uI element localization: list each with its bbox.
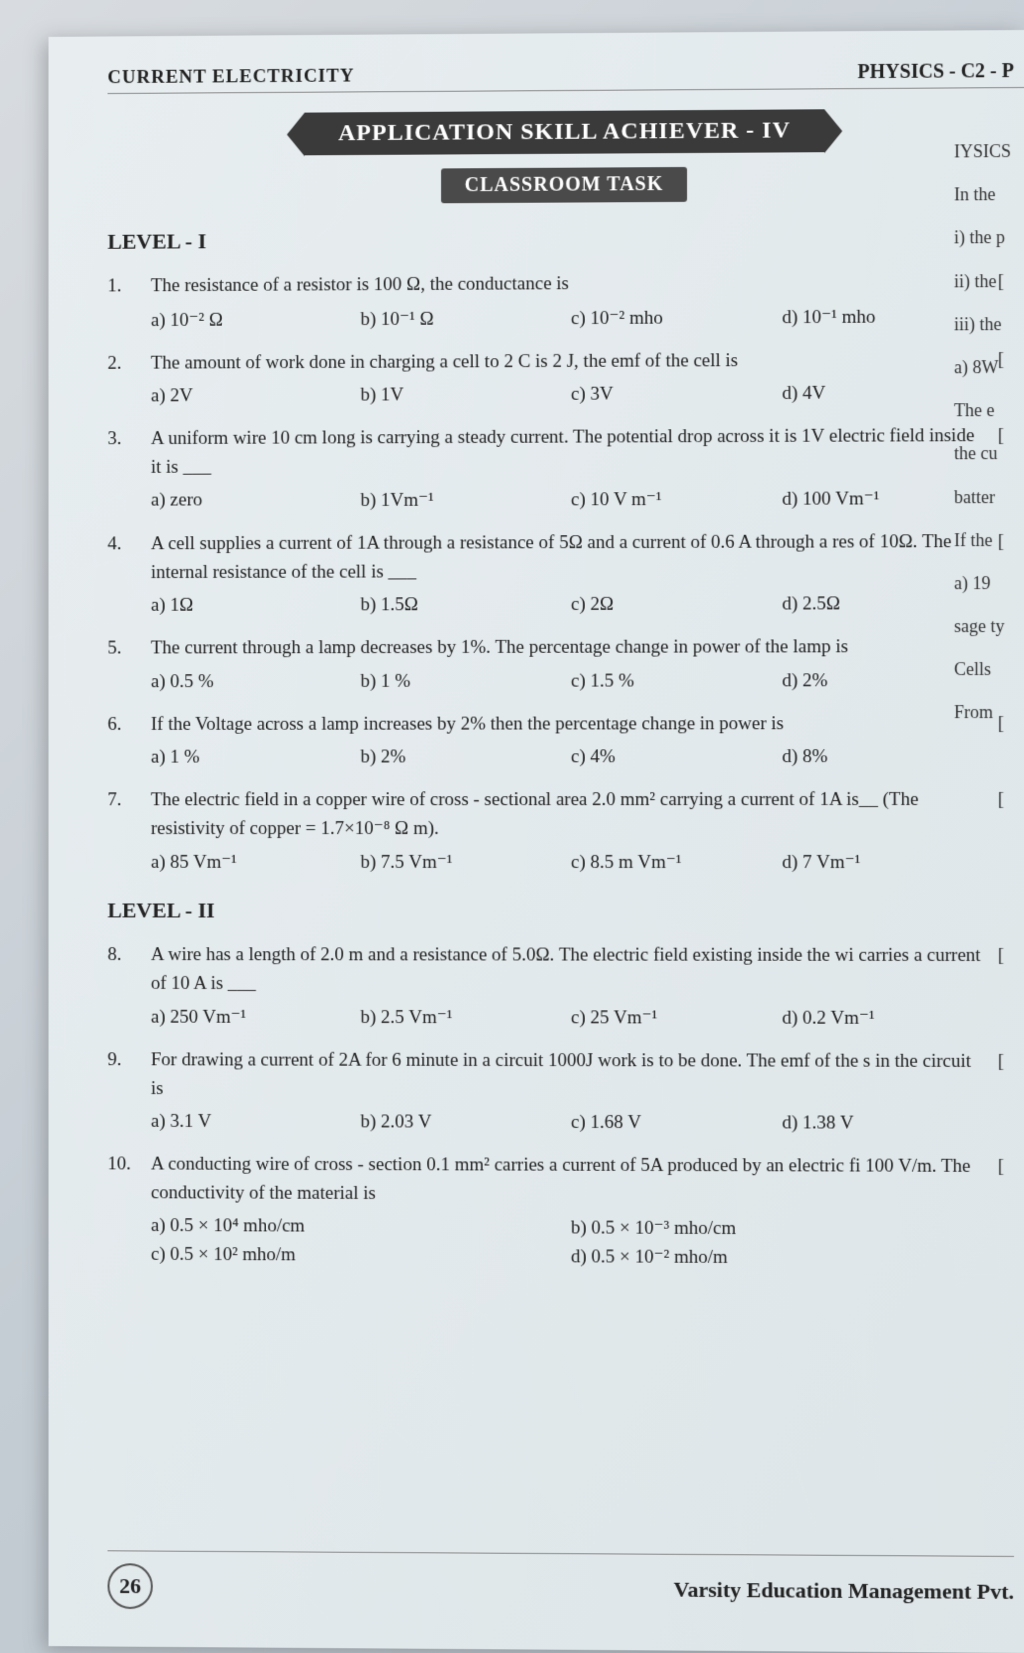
bleed-text: If the (954, 519, 1024, 562)
question: 10. A conducting wire of cross - section… (108, 1151, 1024, 1210)
bleed-text: a) 8W (954, 346, 1024, 389)
options: a) 250 Vm⁻¹ b) 2.5 Vm⁻¹ c) 25 Vm⁻¹ d) 0.… (151, 1006, 1024, 1030)
option-b: b) 2% (360, 746, 570, 768)
question-text: The amount of work done in charging a ce… (151, 346, 984, 378)
option-c: c) 10 V m⁻¹ (571, 488, 782, 512)
page-number: 26 (108, 1563, 153, 1609)
option-c: c) 25 Vm⁻¹ (571, 1006, 782, 1029)
question-number: 8. (108, 941, 151, 998)
bleed-text: IYSICS (954, 130, 1024, 174)
option-a: a) 3.1 V (151, 1111, 361, 1133)
footer: 26 Varsity Education Management Pvt. (108, 1550, 1014, 1615)
bleed-text: The e (954, 389, 1024, 432)
achiever-banner: APPLICATION SKILL ACHIEVER - IV (305, 109, 825, 155)
option-c: c) 1.68 V (571, 1112, 782, 1134)
bleed-text: iii) the (954, 303, 1024, 346)
question-number: 10. (108, 1151, 151, 1208)
options: a) 85 Vm⁻¹ b) 7.5 Vm⁻¹ c) 8.5 m Vm⁻¹ d) … (151, 851, 1024, 874)
question-text: If the Voltage across a lamp increases b… (151, 710, 984, 739)
option-a: a) 0.5 % (151, 670, 361, 692)
bleed-text: sage ty (954, 605, 1024, 648)
option-c: c) 3V (571, 383, 782, 406)
option-b: b) 2.03 V (360, 1111, 570, 1133)
question: 9. For drawing a current of 2A for 6 min… (108, 1046, 1024, 1105)
options: a) 0.5 × 10⁴ mho/cm b) 0.5 × 10⁻³ mho/cm… (151, 1215, 1024, 1276)
banner-row-1: APPLICATION SKILL ACHIEVER - IV (108, 108, 1024, 157)
question-number: 2. (108, 349, 151, 377)
option-a: a) 0.5 × 10⁴ mho/cm (151, 1215, 571, 1245)
question-text: For drawing a current of 2A for 6 minute… (151, 1046, 984, 1104)
option-b: b) 1 % (360, 670, 570, 692)
bleed-text: i) the p (954, 216, 1024, 260)
question-text: The current through a lamp decreases by … (151, 633, 1004, 663)
option-b: b) 1Vm⁻¹ (360, 488, 570, 512)
option-a: a) 1Ω (151, 594, 361, 616)
question: 7. The electric field in a copper wire o… (108, 786, 1024, 843)
question-number: 3. (108, 425, 151, 482)
option-c: c) 4% (571, 746, 782, 768)
option-b: b) 0.5 × 10⁻³ mho/cm (571, 1217, 994, 1247)
option-c: c) 8.5 m Vm⁻¹ (571, 851, 782, 874)
option-a: a) zero (151, 489, 361, 512)
question-number: 4. (108, 530, 151, 587)
question: 3. A uniform wire 10 cm long is carrying… (108, 422, 1024, 482)
option-c: c) 10⁻² mho (571, 306, 782, 330)
bleed-text: the cu (954, 432, 1024, 475)
question: 4. A cell supplies a current of 1A throu… (108, 528, 1024, 587)
level-2-heading: LEVEL - II (108, 898, 1024, 924)
question-text: A cell supplies a current of 1A through … (151, 528, 984, 587)
publisher: Varsity Education Management Pvt. (674, 1577, 1014, 1605)
question: 2. The amount of work done in charging a… (108, 346, 1024, 378)
question-text: The electric field in a copper wire of c… (151, 786, 984, 843)
option-b: b) 7.5 Vm⁻¹ (360, 851, 570, 874)
options: a) 0.5 % b) 1 % c) 1.5 % d) 2% (151, 670, 1024, 693)
option-a: a) 85 Vm⁻¹ (151, 851, 361, 874)
question-text: A conducting wire of cross - section 0.1… (151, 1151, 984, 1210)
options: a) zero b) 1Vm⁻¹ c) 10 V m⁻¹ d) 100 Vm⁻¹ (151, 487, 1024, 513)
banner-row-2: CLASSROOM TASK (108, 165, 1024, 205)
options: a) 3.1 V b) 2.03 V c) 1.68 V d) 1.38 V (151, 1111, 1024, 1135)
option-b: b) 1V (360, 384, 570, 407)
question-text: The resistance of a resistor is 100 Ω, t… (151, 268, 984, 300)
options: a) 10⁻² Ω b) 10⁻¹ Ω c) 10⁻² mho d) 10⁻¹ … (151, 305, 1024, 332)
subject-code: PHYSICS - C2 - P (858, 60, 1014, 84)
options: a) 1 % b) 2% c) 4% d) 8% (151, 746, 1024, 769)
bleed-text: batter (954, 476, 1024, 519)
question: 5. The current through a lamp decreases … (108, 633, 1024, 663)
question-number: 6. (108, 711, 151, 739)
option-a: a) 2V (151, 385, 361, 408)
next-page-bleed: IYSICS In the i) the p ii) the iii) the … (954, 120, 1024, 1653)
question: 8. A wire has a length of 2.0 m and a re… (108, 941, 1024, 999)
question-text: A wire has a length of 2.0 m and a resis… (151, 941, 984, 999)
chapter-title: CURRENT ELECTRICITY (108, 66, 355, 90)
option-a: a) 10⁻² Ω (151, 308, 361, 332)
level-1-heading: LEVEL - I (108, 224, 1024, 255)
bleed-text: a) 19 (954, 562, 1024, 605)
option-b: b) 2.5 Vm⁻¹ (360, 1006, 570, 1029)
option-a: a) 250 Vm⁻¹ (151, 1006, 361, 1029)
bleed-text: In the (954, 173, 1024, 217)
option-b: b) 1.5Ω (360, 594, 570, 616)
question: 6. If the Voltage across a lamp increase… (108, 710, 1024, 739)
option-c: c) 2Ω (571, 594, 782, 616)
options: a) 1Ω b) 1.5Ω c) 2Ω d) 2.5Ω (151, 593, 1024, 617)
question-text: A uniform wire 10 cm long is carrying a … (151, 422, 984, 482)
bleed-text: From (954, 691, 1024, 734)
task-banner: CLASSROOM TASK (441, 167, 688, 203)
options: a) 2V b) 1V c) 3V d) 4V (151, 382, 1024, 407)
question-number: 7. (108, 786, 151, 843)
bleed-text: ii) the (954, 260, 1024, 304)
question-number: 5. (108, 635, 151, 663)
option-c: c) 1.5 % (571, 670, 782, 692)
header-row: CURRENT ELECTRICITY PHYSICS - C2 - P (108, 60, 1024, 94)
option-b: b) 10⁻¹ Ω (360, 307, 570, 331)
page: CURRENT ELECTRICITY PHYSICS - C2 - P APP… (49, 30, 1024, 1653)
option-c: c) 0.5 × 10² mho/m (151, 1244, 571, 1274)
option-a: a) 1 % (151, 747, 361, 769)
question: 1. The resistance of a resistor is 100 Ω… (108, 268, 1024, 301)
bleed-text: Cells (954, 648, 1024, 691)
question-number: 1. (108, 272, 151, 300)
question-number: 9. (108, 1046, 151, 1103)
option-d: d) 0.5 × 10⁻² mho/m (571, 1245, 994, 1275)
